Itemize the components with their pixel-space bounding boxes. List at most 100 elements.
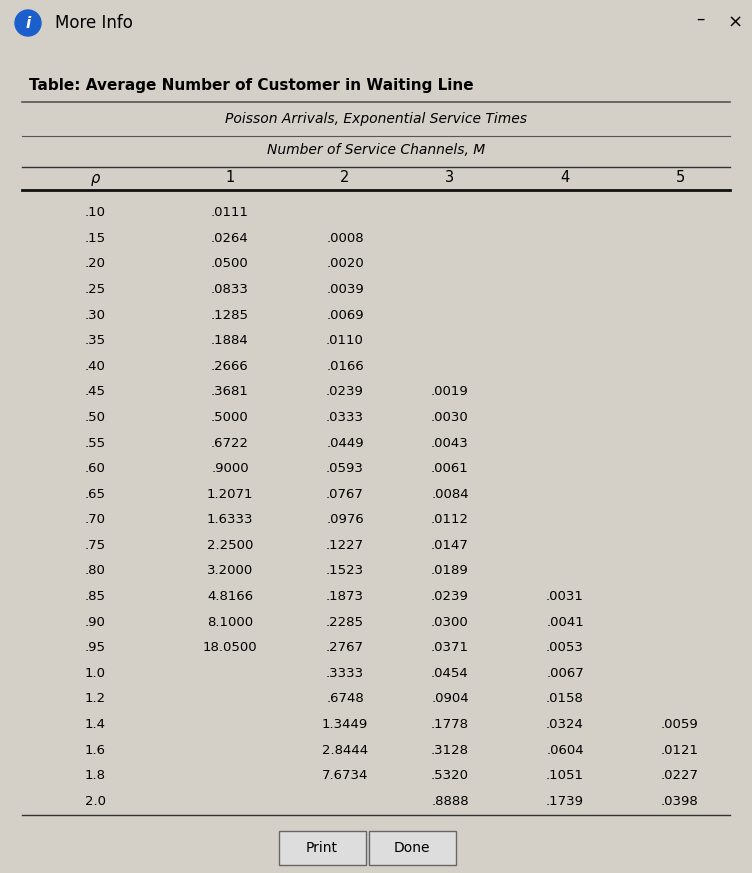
Text: .75: .75 — [84, 539, 105, 552]
Text: .0398: .0398 — [661, 794, 699, 808]
Text: .0041: .0041 — [546, 615, 584, 629]
Text: .45: .45 — [84, 385, 105, 398]
Text: .0019: .0019 — [431, 385, 469, 398]
Text: ρ: ρ — [90, 170, 99, 185]
Text: 1.0: 1.0 — [84, 667, 105, 680]
Text: .2767: .2767 — [326, 641, 364, 654]
Text: .6748: .6748 — [326, 692, 364, 705]
Text: 1.2: 1.2 — [84, 692, 105, 705]
Text: .0227: .0227 — [661, 769, 699, 782]
Text: 2.0: 2.0 — [84, 794, 105, 808]
Text: .5320: .5320 — [431, 769, 469, 782]
Text: .1285: .1285 — [211, 309, 249, 321]
Text: .1227: .1227 — [326, 539, 364, 552]
Text: Table: Average Number of Customer in Waiting Line: Table: Average Number of Customer in Wai… — [29, 78, 474, 93]
Text: .0069: .0069 — [326, 309, 364, 321]
Text: .2285: .2285 — [326, 615, 364, 629]
Text: .95: .95 — [84, 641, 105, 654]
Text: .0111: .0111 — [211, 206, 249, 219]
Text: 1.8: 1.8 — [84, 769, 105, 782]
Text: Done: Done — [394, 841, 430, 855]
Text: Number of Service Channels, M: Number of Service Channels, M — [267, 143, 485, 157]
Text: .1873: .1873 — [326, 590, 364, 603]
Text: .1051: .1051 — [546, 769, 584, 782]
Text: .0454: .0454 — [431, 667, 469, 680]
Text: .0147: .0147 — [431, 539, 469, 552]
Text: .0239: .0239 — [326, 385, 364, 398]
Text: .0767: .0767 — [326, 488, 364, 501]
Text: .65: .65 — [84, 488, 105, 501]
Text: .10: .10 — [84, 206, 105, 219]
Text: .0061: .0061 — [431, 462, 469, 475]
Text: .0300: .0300 — [431, 615, 469, 629]
Text: .0112: .0112 — [431, 513, 469, 526]
Text: 2.2500: 2.2500 — [207, 539, 253, 552]
Text: .0500: .0500 — [211, 258, 249, 271]
Text: .0264: .0264 — [211, 232, 249, 244]
Text: .3128: .3128 — [431, 744, 469, 757]
Text: .0604: .0604 — [546, 744, 584, 757]
Text: 1.6: 1.6 — [84, 744, 105, 757]
Text: .0059: .0059 — [661, 718, 699, 731]
Text: 18.0500: 18.0500 — [203, 641, 257, 654]
Text: .1739: .1739 — [546, 794, 584, 808]
Text: .9000: .9000 — [211, 462, 249, 475]
Text: 3.2000: 3.2000 — [207, 565, 253, 577]
Text: .0110: .0110 — [326, 334, 364, 347]
Text: Print: Print — [306, 841, 338, 855]
Text: 7.6734: 7.6734 — [322, 769, 368, 782]
Text: .6722: .6722 — [211, 436, 249, 450]
Text: .80: .80 — [84, 565, 105, 577]
Text: .85: .85 — [84, 590, 105, 603]
Text: .55: .55 — [84, 436, 105, 450]
Text: i: i — [26, 16, 31, 31]
Text: .0189: .0189 — [431, 565, 469, 577]
Text: 5: 5 — [675, 170, 684, 185]
Text: .60: .60 — [84, 462, 105, 475]
Text: .1778: .1778 — [431, 718, 469, 731]
Text: Poisson Arrivals, Exponential Service Times: Poisson Arrivals, Exponential Service Ti… — [225, 112, 527, 126]
Text: 8.1000: 8.1000 — [207, 615, 253, 629]
Text: 1.6333: 1.6333 — [207, 513, 253, 526]
Text: More Info: More Info — [55, 14, 133, 32]
Text: .0067: .0067 — [546, 667, 584, 680]
Text: .0084: .0084 — [431, 488, 468, 501]
Text: .35: .35 — [84, 334, 105, 347]
Text: 1.3449: 1.3449 — [322, 718, 368, 731]
Text: .0449: .0449 — [326, 436, 364, 450]
Text: 2.8444: 2.8444 — [322, 744, 368, 757]
Text: .0031: .0031 — [546, 590, 584, 603]
Text: .0593: .0593 — [326, 462, 364, 475]
Text: .5000: .5000 — [211, 411, 249, 424]
Text: .0333: .0333 — [326, 411, 364, 424]
Text: .0020: .0020 — [326, 258, 364, 271]
Text: 1.4: 1.4 — [84, 718, 105, 731]
Text: .70: .70 — [84, 513, 105, 526]
Circle shape — [15, 10, 41, 36]
Text: .3681: .3681 — [211, 385, 249, 398]
Text: .40: .40 — [84, 360, 105, 373]
Text: .90: .90 — [84, 615, 105, 629]
Text: .2666: .2666 — [211, 360, 249, 373]
Text: .3333: .3333 — [326, 667, 364, 680]
Text: .25: .25 — [84, 283, 105, 296]
Text: .1523: .1523 — [326, 565, 364, 577]
Text: .8888: .8888 — [431, 794, 468, 808]
Text: .0239: .0239 — [431, 590, 469, 603]
Text: .0833: .0833 — [211, 283, 249, 296]
Text: .0371: .0371 — [431, 641, 469, 654]
Text: .30: .30 — [84, 309, 105, 321]
Text: .0976: .0976 — [326, 513, 364, 526]
Text: .0904: .0904 — [431, 692, 468, 705]
Text: .0053: .0053 — [546, 641, 584, 654]
Text: –: – — [696, 10, 704, 28]
Text: 4: 4 — [560, 170, 569, 185]
Text: .0158: .0158 — [546, 692, 584, 705]
Text: ×: × — [727, 14, 742, 32]
Text: 2: 2 — [341, 170, 350, 185]
Text: .15: .15 — [84, 232, 105, 244]
Text: .0008: .0008 — [326, 232, 364, 244]
Text: 1.2071: 1.2071 — [207, 488, 253, 501]
Text: .0324: .0324 — [546, 718, 584, 731]
FancyBboxPatch shape — [369, 831, 456, 865]
